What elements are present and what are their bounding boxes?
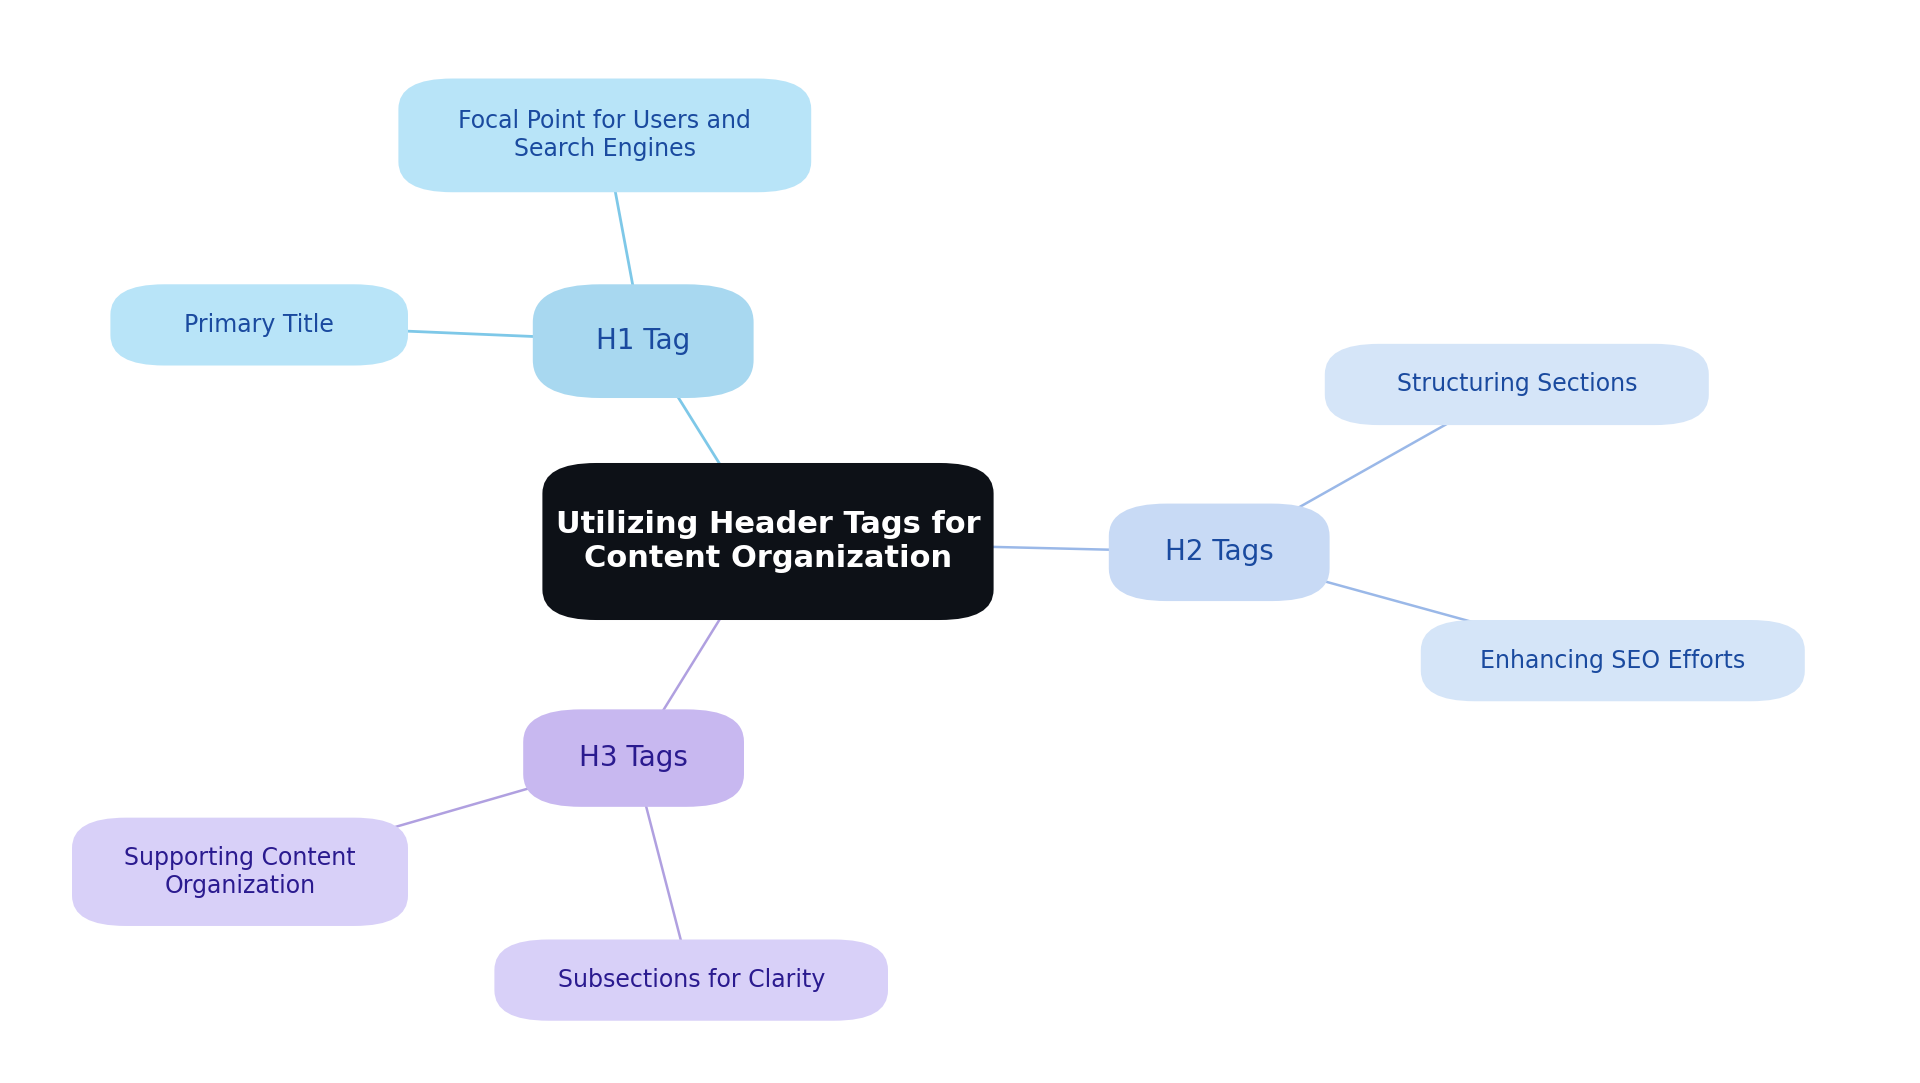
FancyBboxPatch shape (522, 709, 743, 807)
FancyBboxPatch shape (495, 939, 887, 1020)
FancyBboxPatch shape (111, 285, 409, 366)
Text: Supporting Content
Organization: Supporting Content Organization (125, 846, 355, 898)
Text: H3 Tags: H3 Tags (580, 744, 687, 772)
Text: H2 Tags: H2 Tags (1165, 538, 1273, 566)
Text: Subsections for Clarity: Subsections for Clarity (557, 968, 826, 992)
FancyBboxPatch shape (1421, 619, 1805, 702)
FancyBboxPatch shape (543, 464, 995, 619)
FancyBboxPatch shape (399, 79, 810, 193)
FancyBboxPatch shape (1110, 504, 1329, 601)
Text: Structuring Sections: Structuring Sections (1396, 373, 1638, 396)
Text: Enhancing SEO Efforts: Enhancing SEO Efforts (1480, 649, 1745, 673)
Text: Primary Title: Primary Title (184, 313, 334, 337)
FancyBboxPatch shape (73, 818, 407, 926)
Text: Utilizing Header Tags for
Content Organization: Utilizing Header Tags for Content Organi… (555, 510, 981, 573)
FancyBboxPatch shape (1325, 344, 1709, 425)
Text: H1 Tag: H1 Tag (595, 327, 691, 355)
FancyBboxPatch shape (532, 284, 753, 397)
Text: Focal Point for Users and
Search Engines: Focal Point for Users and Search Engines (459, 109, 751, 161)
